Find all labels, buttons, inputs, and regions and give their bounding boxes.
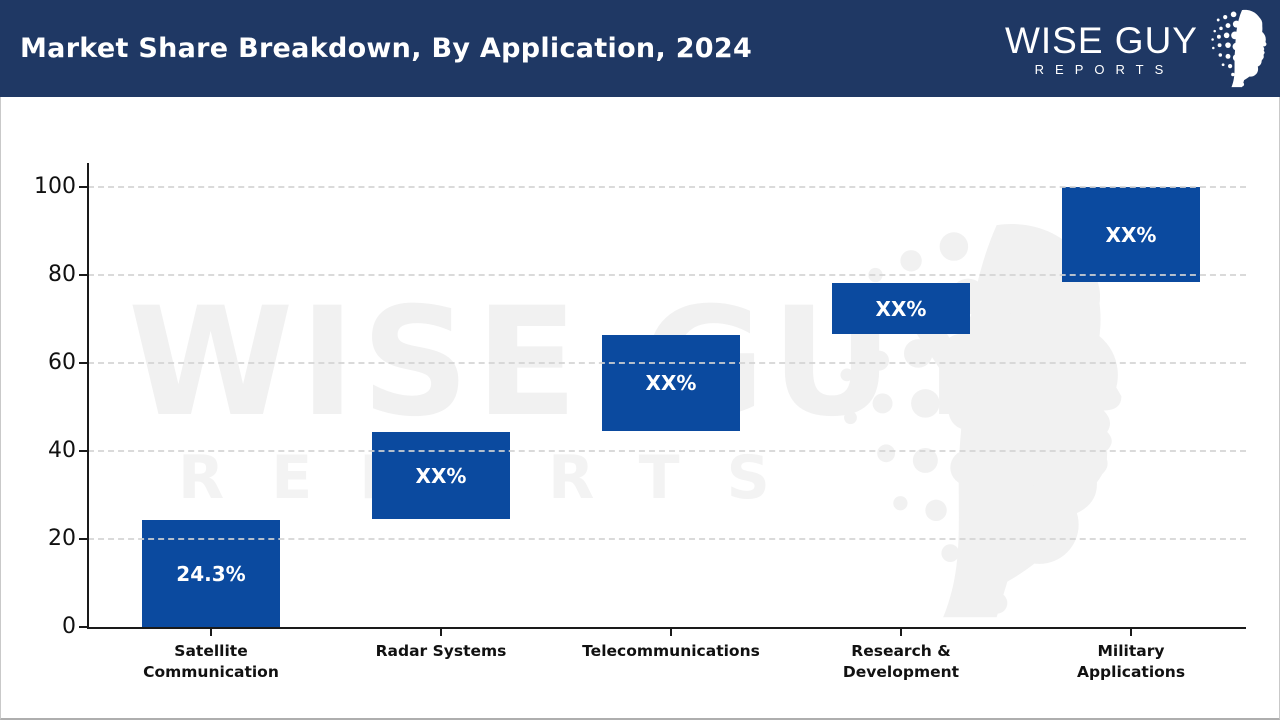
- x-axis-spine: [87, 627, 1246, 629]
- x-category-label-military-applications: Military Applications: [1016, 641, 1246, 683]
- x-axis-tick: [440, 627, 442, 636]
- bar-value-label: XX%: [645, 371, 697, 395]
- y-axis-tick: [79, 450, 88, 452]
- y-axis-spine: [87, 163, 89, 629]
- y-tick-label: 0: [62, 614, 76, 639]
- y-tick-label: 100: [34, 174, 76, 199]
- bar-value-label: XX%: [415, 463, 467, 488]
- x-axis-tick: [900, 627, 902, 636]
- gridline: [88, 186, 1246, 188]
- x-category-label-line: Telecommunications: [582, 642, 760, 660]
- x-axis-tick: [210, 627, 212, 636]
- y-tick-label: 40: [48, 438, 76, 463]
- gridline: [88, 274, 1246, 276]
- logo-name: WISE GUY: [1004, 19, 1198, 61]
- x-category-label-satellite-communication: Satellite Communication: [96, 641, 326, 683]
- x-category-label-telecommunications: Telecommunications: [556, 641, 786, 662]
- x-category-label-line: Development: [842, 663, 960, 681]
- bar-satellite-communication: 24.3%: [142, 520, 280, 627]
- dotted-head-logo-icon: [1211, 9, 1267, 87]
- y-axis-tick: [79, 186, 88, 188]
- y-axis-tick: [79, 626, 88, 628]
- y-axis-tick: [79, 362, 88, 364]
- bar-value-label: XX%: [1105, 222, 1157, 247]
- y-tick-label: 60: [48, 350, 76, 375]
- gridline: [88, 538, 1246, 540]
- x-axis-tick: [1130, 627, 1132, 636]
- x-category-label-radar-systems: Radar Systems: [326, 641, 556, 662]
- y-tick-label: 20: [48, 526, 76, 551]
- x-category-label-line: Radar Systems: [375, 642, 507, 660]
- x-category-label-line: Satellite: [174, 642, 248, 660]
- logo-text: WISE GUY REPORTS: [1005, 22, 1198, 76]
- y-axis-tick: [79, 538, 88, 540]
- x-category-label-research-development: Research & Development: [786, 641, 1016, 683]
- gridline: [88, 362, 1246, 364]
- bar-value-label: 24.3%: [176, 561, 246, 586]
- x-category-label-line: Applications: [1076, 663, 1186, 681]
- y-tick-label: 80: [48, 262, 76, 287]
- wise-guy-reports-logo: WISE GUY REPORTS: [1005, 8, 1270, 90]
- gridline: [88, 450, 1246, 452]
- bar-radar-systems: XX%: [372, 432, 510, 520]
- x-category-label-line: Research &: [851, 642, 951, 660]
- x-category-label-line: Military: [1097, 642, 1165, 660]
- app-header: Market Share Breakdown, By Application, …: [0, 0, 1280, 97]
- bar-military-applications: XX%: [1062, 187, 1200, 283]
- y-axis-tick: [79, 274, 88, 276]
- x-axis-tick: [670, 627, 672, 636]
- bar-research-development: XX%: [832, 283, 970, 334]
- page-title: Market Share Breakdown, By Application, …: [20, 33, 753, 64]
- bar-telecommunications: XX%: [602, 334, 740, 432]
- bar-value-label: XX%: [875, 296, 927, 321]
- logo-subtitle: REPORTS: [1034, 61, 1175, 77]
- x-category-label-line: Communication: [143, 663, 279, 681]
